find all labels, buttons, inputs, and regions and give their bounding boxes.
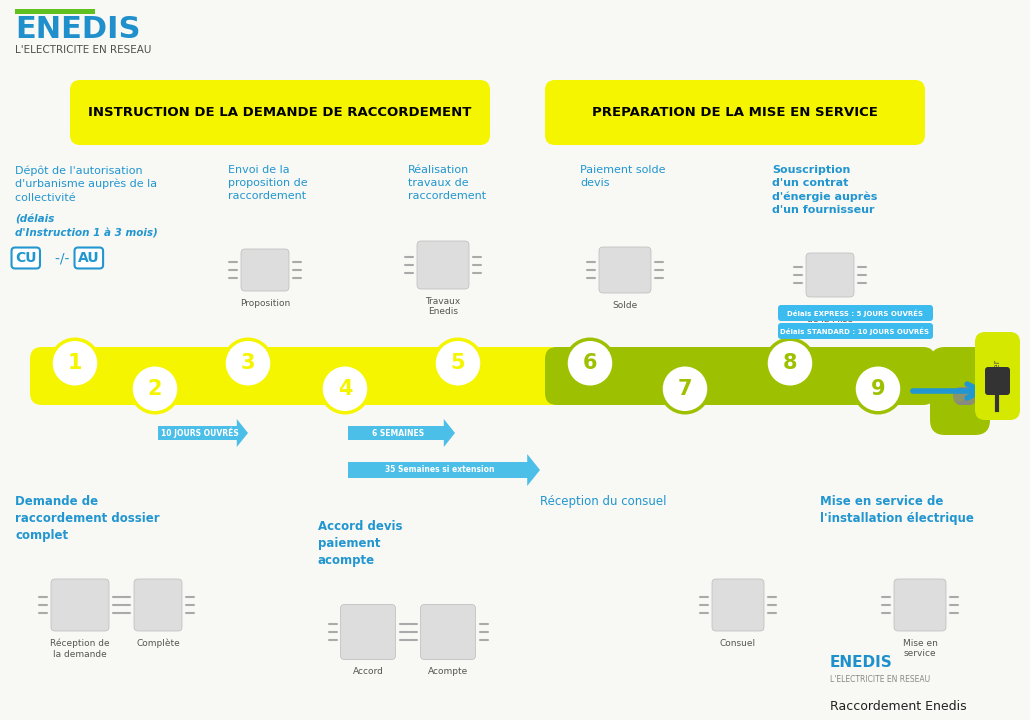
Text: ENEDIS: ENEDIS xyxy=(15,15,140,44)
Text: Réalisation
travaux de
raccordement: Réalisation travaux de raccordement xyxy=(408,165,486,202)
Text: Souscription
d'un contrat
d'énergie auprès
d'un fournisseur: Souscription d'un contrat d'énergie aupr… xyxy=(772,165,878,215)
Text: AU: AU xyxy=(78,251,100,265)
FancyBboxPatch shape xyxy=(778,323,933,339)
FancyBboxPatch shape xyxy=(778,305,933,321)
FancyBboxPatch shape xyxy=(712,579,764,631)
Polygon shape xyxy=(348,454,540,486)
Text: Réception du consuel: Réception du consuel xyxy=(540,495,666,508)
Circle shape xyxy=(434,339,482,387)
Text: L'ELECTRICITE EN RESEAU: L'ELECTRICITE EN RESEAU xyxy=(15,45,151,55)
FancyBboxPatch shape xyxy=(806,253,854,297)
FancyBboxPatch shape xyxy=(52,579,109,631)
Text: 10 JOURS OUVRÉS: 10 JOURS OUVRÉS xyxy=(161,428,239,438)
Text: 6 SEMAINES: 6 SEMAINES xyxy=(372,428,424,438)
Text: Délais EXPRESS : 5 JOURS OUVRÉS: Délais EXPRESS : 5 JOURS OUVRÉS xyxy=(787,310,923,317)
Circle shape xyxy=(854,365,902,413)
Text: 5: 5 xyxy=(451,354,466,373)
FancyBboxPatch shape xyxy=(985,367,1010,395)
Text: Paiement solde
devis: Paiement solde devis xyxy=(580,165,665,188)
Text: Livrer: Livrer xyxy=(993,359,1001,383)
FancyBboxPatch shape xyxy=(341,605,396,660)
Text: Complète: Complète xyxy=(136,639,180,649)
Polygon shape xyxy=(158,419,248,447)
Text: 1: 1 xyxy=(68,354,82,373)
Text: L'ELECTRICITE EN RESEAU: L'ELECTRICITE EN RESEAU xyxy=(830,675,930,684)
Text: Proposition: Proposition xyxy=(240,299,290,308)
Bar xyxy=(15,9,95,14)
FancyBboxPatch shape xyxy=(545,347,935,405)
FancyBboxPatch shape xyxy=(975,332,1020,420)
FancyBboxPatch shape xyxy=(134,579,182,631)
Text: 6: 6 xyxy=(583,354,597,373)
Circle shape xyxy=(52,339,99,387)
Text: Demande de
raccordement dossier
complet: Demande de raccordement dossier complet xyxy=(15,495,160,542)
Text: (délais
d'Instruction 1 à 3 mois): (délais d'Instruction 1 à 3 mois) xyxy=(15,215,158,238)
Text: Accord devis
paiement
acompte: Accord devis paiement acompte xyxy=(318,520,403,567)
FancyBboxPatch shape xyxy=(599,247,651,293)
Text: Mise en service de
l'installation électrique: Mise en service de l'installation électr… xyxy=(820,495,974,525)
FancyBboxPatch shape xyxy=(420,605,476,660)
FancyBboxPatch shape xyxy=(417,241,469,289)
FancyBboxPatch shape xyxy=(30,347,590,405)
Text: 2: 2 xyxy=(147,379,163,399)
Text: Solde: Solde xyxy=(613,301,638,310)
Text: Commande
de la Mise
en service: Commande de la Mise en service xyxy=(804,305,856,335)
Text: Réception de
la demande: Réception de la demande xyxy=(50,639,110,659)
Text: Mise en
service: Mise en service xyxy=(902,639,937,658)
Text: PREPARATION DE LA MISE EN SERVICE: PREPARATION DE LA MISE EN SERVICE xyxy=(592,107,878,120)
Text: Accord: Accord xyxy=(352,667,383,677)
Text: Envoi de la
proposition de
raccordement: Envoi de la proposition de raccordement xyxy=(228,165,308,202)
Text: 7: 7 xyxy=(678,379,692,399)
Circle shape xyxy=(224,339,272,387)
Text: 4: 4 xyxy=(338,379,352,399)
Polygon shape xyxy=(348,419,455,447)
FancyBboxPatch shape xyxy=(70,80,490,145)
Circle shape xyxy=(131,365,179,413)
FancyBboxPatch shape xyxy=(930,347,990,435)
Text: Consuel: Consuel xyxy=(720,639,756,648)
Text: Travaux
Enedis: Travaux Enedis xyxy=(425,297,460,316)
Circle shape xyxy=(766,339,814,387)
Circle shape xyxy=(321,365,369,413)
Text: 35 Semaines si extension: 35 Semaines si extension xyxy=(385,466,494,474)
Text: 9: 9 xyxy=(870,379,886,399)
FancyBboxPatch shape xyxy=(894,579,946,631)
Text: CU: CU xyxy=(15,251,36,265)
Circle shape xyxy=(566,339,614,387)
Text: -/-: -/- xyxy=(55,251,74,265)
Text: Acompte: Acompte xyxy=(427,667,468,677)
Text: Délais STANDARD : 10 JOURS OUVRÉS: Délais STANDARD : 10 JOURS OUVRÉS xyxy=(781,328,929,335)
Text: ENEDIS: ENEDIS xyxy=(830,655,893,670)
FancyBboxPatch shape xyxy=(241,249,289,291)
Circle shape xyxy=(661,365,709,413)
Text: Dépôt de l'autorisation
d'urbanisme auprès de la
collectivité: Dépôt de l'autorisation d'urbanisme aupr… xyxy=(15,165,158,202)
Text: Raccordement Enedis: Raccordement Enedis xyxy=(830,700,966,713)
Text: INSTRUCTION DE LA DEMANDE DE RACCORDEMENT: INSTRUCTION DE LA DEMANDE DE RACCORDEMEN… xyxy=(89,107,472,120)
Text: 8: 8 xyxy=(783,354,797,373)
Text: 3: 3 xyxy=(241,354,255,373)
FancyBboxPatch shape xyxy=(545,80,925,145)
